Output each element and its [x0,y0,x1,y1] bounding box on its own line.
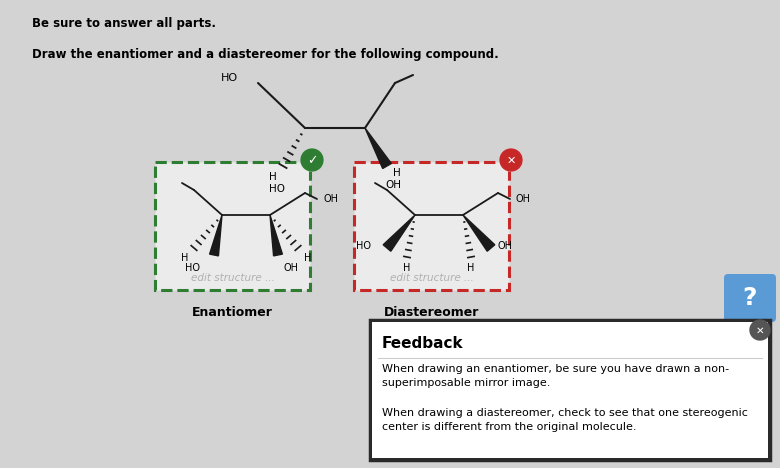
Text: edit structure ...: edit structure ... [190,273,275,283]
Text: Enantiomer: Enantiomer [192,306,273,319]
Circle shape [500,149,522,171]
Text: HO: HO [221,73,238,83]
Text: H: H [304,253,311,263]
Text: edit structure ...: edit structure ... [390,273,473,283]
Circle shape [301,149,323,171]
Circle shape [301,149,323,171]
Text: ✓: ✓ [307,154,317,168]
FancyBboxPatch shape [370,320,770,460]
Circle shape [500,149,522,171]
Text: H: H [467,263,475,273]
Text: Feedback: Feedback [382,336,463,351]
Text: OH: OH [323,194,338,204]
Text: HO: HO [269,184,285,194]
Text: HO: HO [185,263,200,273]
Polygon shape [270,215,282,256]
Polygon shape [365,128,392,168]
Polygon shape [383,215,415,251]
FancyBboxPatch shape [354,162,509,290]
Text: OH: OH [284,263,299,273]
Polygon shape [210,215,222,256]
Text: H: H [403,263,411,273]
Text: Diastereomer: Diastereomer [384,306,479,319]
Text: OH: OH [385,180,401,190]
Text: HO: HO [356,241,371,251]
Text: H: H [393,168,401,178]
Text: ✕: ✕ [506,156,516,166]
Text: OH: OH [497,241,512,251]
FancyBboxPatch shape [724,274,776,322]
Circle shape [750,320,770,340]
Text: When drawing an enantiomer, be sure you have drawn a non-
superimposable mirror : When drawing an enantiomer, be sure you … [382,364,729,388]
Polygon shape [463,215,495,251]
Polygon shape [732,318,752,330]
Text: Draw the enantiomer and a diastereomer for the following compound.: Draw the enantiomer and a diastereomer f… [32,48,498,61]
FancyBboxPatch shape [372,322,768,458]
Text: When drawing a diastereomer, check to see that one stereogenic
center is differe: When drawing a diastereomer, check to se… [382,408,748,432]
Text: Be sure to answer all parts.: Be sure to answer all parts. [32,17,216,30]
FancyBboxPatch shape [155,162,310,290]
Text: ✕: ✕ [756,326,764,336]
Text: H: H [269,172,277,182]
Text: OH: OH [516,194,531,204]
Text: ?: ? [743,286,757,310]
Text: H: H [181,253,188,263]
